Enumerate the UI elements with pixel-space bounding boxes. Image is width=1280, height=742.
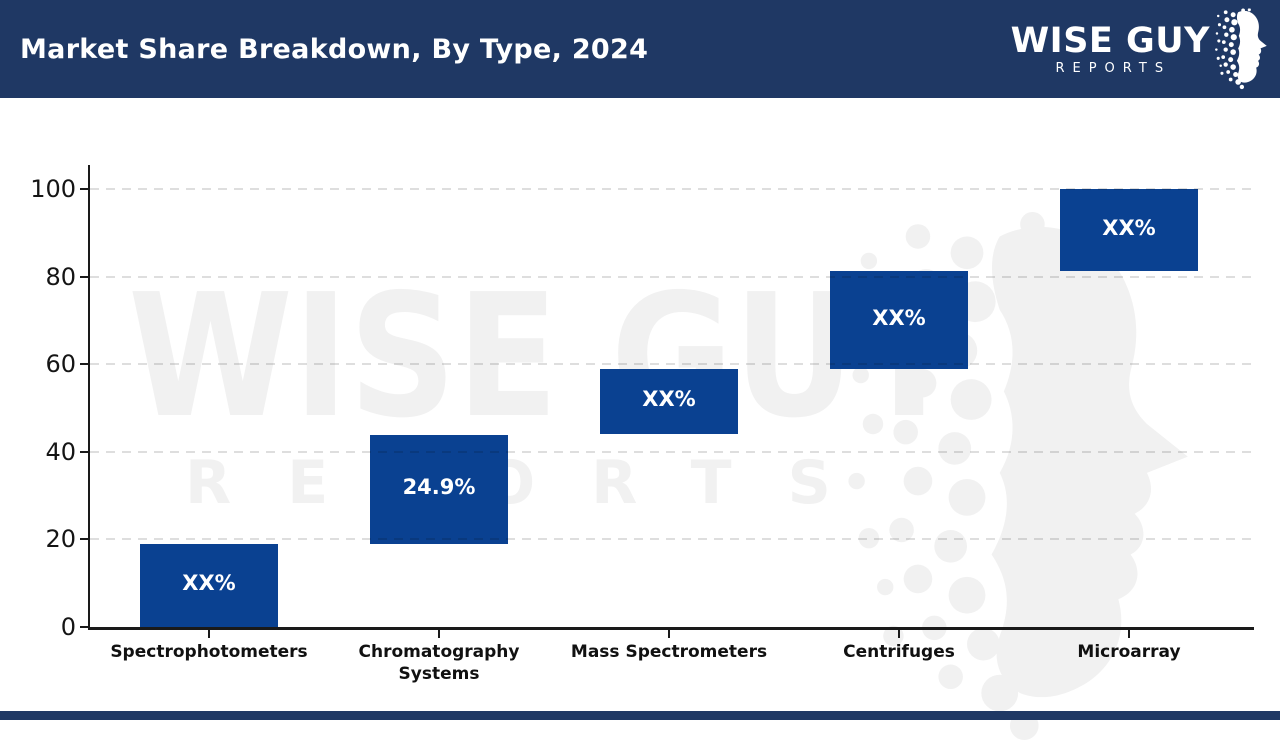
x-tick-mark	[668, 630, 670, 638]
x-tick-label: Microarray	[1014, 641, 1244, 663]
chart-title: Market Share Breakdown, By Type, 2024	[20, 33, 649, 65]
x-tick-label-line: Microarray	[1077, 642, 1181, 662]
x-tick-mark	[898, 630, 900, 638]
gridline	[90, 538, 1253, 541]
y-tick-mark	[80, 275, 88, 278]
y-tick-label: 40	[45, 437, 76, 466]
wiseguy-head-icon	[1212, 8, 1268, 90]
bar	[600, 368, 738, 435]
x-tick-label-line: Mass Spectrometers	[570, 642, 768, 662]
x-tick-mark	[208, 630, 210, 638]
logo-name-text: WISE GUY	[1010, 20, 1210, 61]
wiseguy-logo: WISE GUY REPORTS	[1011, 8, 1268, 90]
y-tick-mark	[80, 538, 88, 541]
y-tick-label: 0	[60, 613, 76, 641]
gridline	[90, 363, 1253, 366]
bar-value-label: XX%	[872, 305, 926, 330]
y-tick-label: 20	[45, 525, 76, 554]
x-tick-label-line: Chromatography	[358, 642, 520, 662]
bar	[370, 434, 508, 544]
x-tick-label-line: Centrifuges	[843, 642, 955, 662]
y-tick-label: 100	[30, 175, 76, 203]
y-tick-mark	[80, 363, 88, 366]
x-tick-label: Spectrophotometers	[94, 641, 324, 663]
gridline	[90, 450, 1253, 453]
bar	[1060, 189, 1198, 271]
gridline	[90, 275, 1253, 278]
x-tick-mark	[1128, 630, 1130, 638]
x-tick-label: Centrifuges	[784, 641, 1014, 663]
logo-reports-text: REPORTS	[1055, 60, 1172, 76]
x-tick-label-line: Spectrophotometers	[110, 642, 308, 662]
bar-value-label: XX%	[642, 387, 696, 412]
header-bar: Market Share Breakdown, By Type, 2024 WI…	[0, 0, 1280, 98]
y-tick-mark	[80, 626, 88, 628]
bar	[830, 270, 968, 369]
y-tick-mark	[80, 188, 88, 190]
x-tick-label: Chromatography Systems	[324, 641, 554, 685]
y-axis	[88, 165, 90, 630]
gridline	[90, 188, 1253, 190]
footer-bar	[0, 711, 1280, 720]
y-tick-mark	[80, 450, 88, 453]
watermark-text: WISE GUY	[128, 258, 964, 456]
bar-value-label: XX%	[1102, 215, 1156, 240]
x-axis	[88, 627, 1254, 630]
y-tick-label: 60	[45, 350, 76, 379]
x-tick-label-line: Systems	[398, 664, 480, 684]
bar-value-label: XX%	[182, 571, 236, 596]
bar-value-label: 24.9%	[402, 475, 476, 500]
x-tick-label: Mass Spectrometers	[554, 641, 784, 663]
chart-plot-area: 0 20 40 60 80 100 XX% Spectrophotometers 24.9% Ch…	[30, 165, 1254, 685]
bar	[140, 543, 278, 627]
x-tick-mark	[438, 630, 440, 638]
y-tick-label: 80	[45, 262, 76, 291]
